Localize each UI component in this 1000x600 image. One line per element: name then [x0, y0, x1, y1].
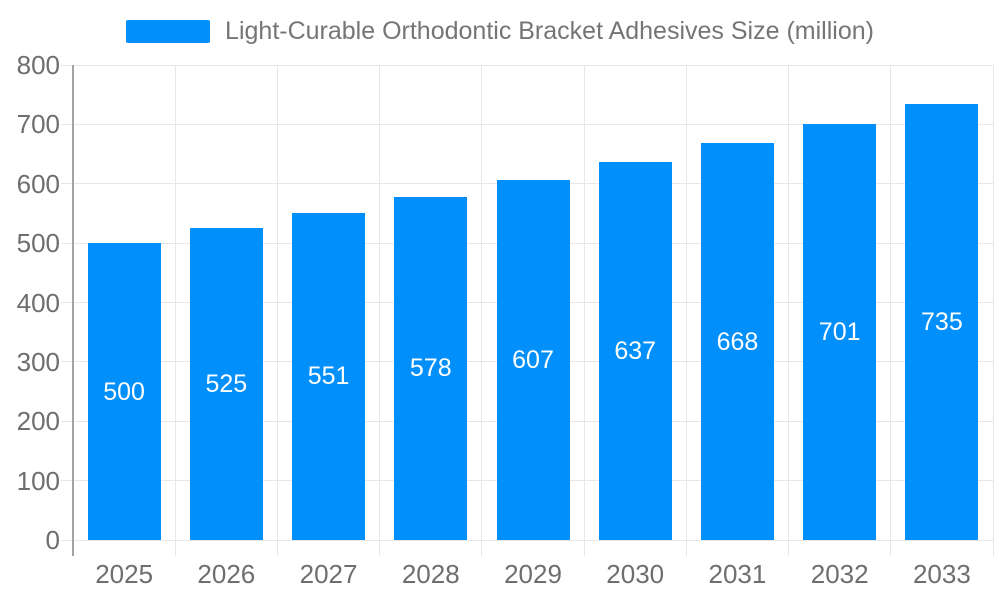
legend-swatch-icon [126, 19, 211, 43]
y-axis-tick [61, 480, 73, 482]
y-axis-label: 400 [16, 287, 60, 318]
x-axis-tick [379, 540, 381, 556]
x-axis-label-2031: 2031 [708, 559, 767, 589]
x-axis-tick [174, 540, 176, 556]
gridline-vertical [992, 65, 994, 540]
y-axis-tick [61, 64, 73, 66]
bar-2026[interactable] [189, 228, 263, 540]
gridline-horizontal [73, 123, 993, 125]
legend[interactable]: Light-Curable Orthodontic Bracket Adhesi… [0, 12, 1000, 50]
gridline-vertical [890, 65, 892, 540]
x-axis-tick [583, 540, 585, 556]
y-axis-tick [61, 539, 73, 541]
y-axis-label: 700 [16, 109, 60, 140]
y-axis-label: 100 [16, 465, 60, 496]
x-axis-label-2027: 2027 [299, 559, 358, 589]
y-axis-label: 800 [16, 50, 60, 80]
y-axis-line [72, 65, 74, 556]
y-axis-label: 0 [45, 525, 60, 555]
x-axis-tick [788, 540, 790, 556]
gridline-vertical [379, 65, 381, 540]
y-axis-label: 200 [16, 406, 60, 437]
bar-2029[interactable] [496, 179, 570, 540]
bar-2032[interactable] [803, 123, 877, 540]
x-axis-tick [992, 540, 994, 556]
x-axis-label-2032: 2032 [810, 559, 869, 589]
gridline-horizontal [73, 539, 993, 541]
y-axis-tick [61, 242, 73, 244]
x-axis-label-2025: 2025 [95, 559, 154, 589]
legend-label: Light-Curable Orthodontic Bracket Adhesi… [225, 16, 874, 45]
gridline-vertical [481, 65, 483, 540]
x-axis-label-2033: 2033 [912, 559, 971, 589]
x-axis-label-2028: 2028 [401, 559, 460, 589]
gridline-vertical [174, 65, 176, 540]
y-axis-label: 500 [16, 228, 60, 259]
y-axis-label: 600 [16, 168, 60, 199]
y-axis-label: 300 [16, 346, 60, 377]
gridline-vertical [583, 65, 585, 540]
bar-2028[interactable] [394, 196, 468, 540]
gridline-vertical [685, 65, 687, 540]
gridline-horizontal [73, 64, 993, 66]
gridline-vertical [276, 65, 278, 540]
x-axis-tick [890, 540, 892, 556]
x-axis-tick [481, 540, 483, 556]
x-axis-tick [276, 540, 278, 556]
gridline-vertical [788, 65, 790, 540]
x-axis-label-2026: 2026 [197, 559, 256, 589]
y-axis-tick [61, 420, 73, 422]
bar-2027[interactable] [292, 212, 366, 540]
x-axis-label-2029: 2029 [504, 559, 562, 589]
x-axis-tick [685, 540, 687, 556]
bar-2025[interactable] [87, 243, 161, 540]
y-axis-tick [61, 183, 73, 185]
bar-2030[interactable] [598, 161, 672, 540]
x-axis-label-2030: 2030 [606, 559, 665, 589]
y-axis-tick [61, 302, 73, 303]
y-axis-tick [61, 361, 73, 363]
bar-2031[interactable] [700, 143, 774, 540]
bar-2033[interactable] [905, 103, 979, 540]
y-axis-tick [61, 123, 73, 125]
